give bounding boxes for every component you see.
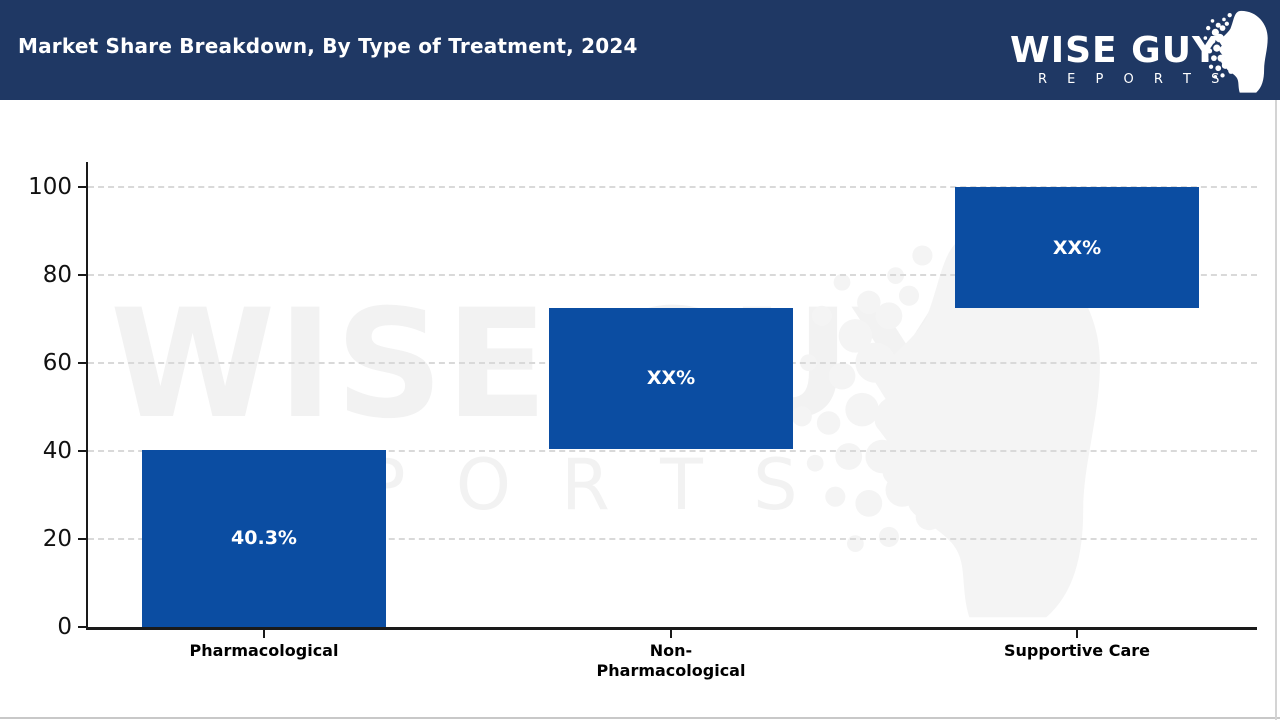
x-tick-label-1: Non- Pharmacological: [596, 641, 746, 680]
y-tick-label-0: 0: [57, 614, 72, 640]
gridline-100: [88, 186, 1257, 188]
x-tick-0: [263, 630, 265, 638]
y-tick-60: [78, 362, 86, 364]
x-tick-label-0: Pharmacological: [189, 641, 339, 660]
header-bar: Market Share Breakdown, By Type of Treat…: [0, 0, 1280, 100]
bar-value-label: XX%: [646, 367, 696, 390]
bar-pharmacological: 40.3%: [142, 449, 386, 627]
bar-non-pharmacological: XX%: [549, 308, 793, 449]
bar-supportive-care: XX%: [955, 187, 1199, 308]
y-tick-20: [78, 538, 86, 540]
logo-wordmark: WISE GUY: [1010, 30, 1220, 71]
gridline-40: [88, 450, 1257, 452]
wiseguy-logo: WISE GUY R E P O R T S: [1010, 6, 1270, 94]
gridline-20: [88, 538, 1257, 540]
y-tick-100: [78, 186, 86, 188]
gridline-80: [88, 274, 1257, 276]
y-tick-label-20: 20: [42, 526, 72, 552]
x-tick-1: [670, 630, 672, 638]
bar-value-label: XX%: [1052, 236, 1102, 259]
x-tick-2: [1076, 630, 1078, 638]
frame-line-right: [1275, 100, 1277, 720]
page-title: Market Share Breakdown, By Type of Treat…: [18, 34, 638, 58]
logo-head-icon: [1201, 10, 1268, 93]
y-axis-line: [86, 162, 88, 630]
logo-subtext: R E P O R T S: [1038, 72, 1228, 87]
y-tick-0: [78, 626, 86, 628]
y-tick-label-40: 40: [42, 438, 72, 464]
x-axis-line: [86, 627, 1257, 630]
y-tick-label-60: 60: [42, 350, 72, 376]
y-tick-label-100: 100: [28, 174, 72, 200]
y-tick-label-80: 80: [42, 262, 72, 288]
bar-value-label: 40.3%: [231, 527, 297, 550]
y-tick-80: [78, 274, 86, 276]
y-tick-40: [78, 450, 86, 452]
x-tick-label-2: Supportive Care: [1004, 641, 1150, 660]
frame-line-bottom: [0, 717, 1280, 719]
